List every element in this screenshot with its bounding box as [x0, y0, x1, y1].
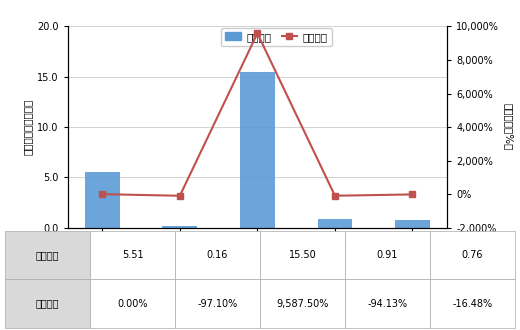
Bar — [85, 172, 120, 228]
Y-axis label: 出口金额（万美元）: 出口金额（万美元） — [23, 99, 33, 155]
Bar — [395, 220, 430, 228]
Legend: 出口金额, 同比增长: 出口金额, 同比增长 — [221, 28, 332, 46]
Y-axis label: 同比增长（%）: 同比增长（%） — [503, 103, 513, 151]
Bar — [240, 72, 275, 228]
Bar — [162, 226, 197, 228]
Bar — [318, 218, 353, 228]
